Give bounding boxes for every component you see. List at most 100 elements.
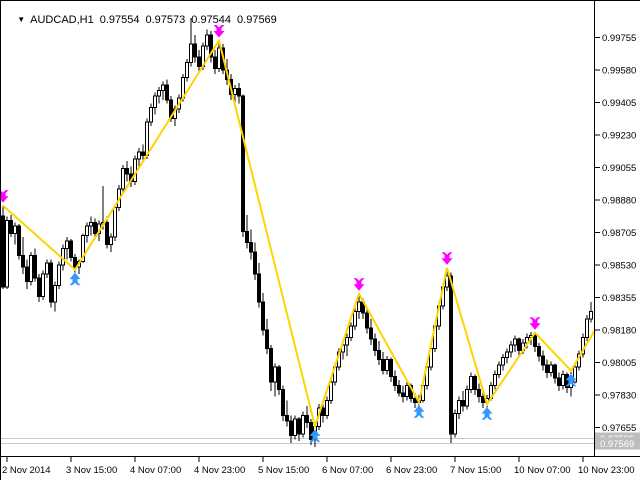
time-tick-label: 4 Nov 23:00 xyxy=(194,465,245,476)
bull-candle-body xyxy=(5,219,9,288)
bull-candle-body xyxy=(45,262,49,275)
bear-candle-body xyxy=(473,375,477,390)
price-tick-label: 0.99230 xyxy=(602,131,636,142)
bull-candle-body xyxy=(185,62,189,79)
bear-candle-body xyxy=(309,422,313,440)
bear-candle-body xyxy=(49,262,53,303)
bear-candle-body xyxy=(365,312,369,329)
bear-candle-body xyxy=(557,377,561,387)
bear-candle-body xyxy=(241,95,245,233)
buy-signal-arrow-icon xyxy=(309,429,321,442)
bull-candle-body xyxy=(189,43,193,64)
bull-candle-body xyxy=(581,336,585,355)
bear-candle-body xyxy=(533,334,537,348)
symbol-label: AUDCAD,H1 xyxy=(30,14,94,26)
bear-candle-body xyxy=(249,242,253,253)
bear-candle-body xyxy=(297,418,301,435)
bull-candle-body xyxy=(233,88,237,95)
bull-candle-body xyxy=(493,373,497,387)
price-tick-label: 0.97830 xyxy=(602,390,636,401)
time-tick-label: 5 Nov 15:00 xyxy=(258,465,309,476)
bull-candle-body xyxy=(385,359,389,372)
bear-candle-body xyxy=(265,329,269,349)
bear-candle-body xyxy=(281,388,285,416)
quote-high: 0.97573 xyxy=(145,14,186,26)
bull-candle-body xyxy=(161,84,165,92)
bear-candle-body xyxy=(545,364,549,374)
bull-candle-body xyxy=(53,284,57,303)
bull-candle-body xyxy=(153,95,157,108)
bear-candle-body xyxy=(413,398,417,403)
bull-candle-body xyxy=(113,206,117,238)
svg-text:0.97569: 0.97569 xyxy=(600,439,634,450)
bull-candle-body xyxy=(13,225,17,234)
bear-candle-body xyxy=(1,215,5,288)
price-tick-label: 0.99055 xyxy=(602,163,636,174)
bear-candle-body xyxy=(537,346,541,357)
bear-candle-body xyxy=(449,275,453,435)
bull-candle-body xyxy=(81,234,85,262)
bull-candle-body xyxy=(505,351,509,359)
bear-candle-body xyxy=(257,273,261,303)
bull-candle-body xyxy=(41,273,45,298)
bear-candle-body xyxy=(373,338,377,351)
bull-candle-body xyxy=(585,318,589,338)
bull-candle-body xyxy=(293,418,297,437)
bull-candle-body xyxy=(357,301,361,312)
price-tick-label: 0.98180 xyxy=(602,325,636,336)
price-tick-label: 0.97655 xyxy=(602,423,636,434)
bull-candle-body xyxy=(89,221,93,227)
time-tick-label: 10 Nov 23:00 xyxy=(578,465,635,476)
bear-candle-body xyxy=(245,231,249,244)
buy-signal-arrow-icon xyxy=(481,407,493,420)
bear-candle-body xyxy=(209,34,213,58)
bear-candle-body xyxy=(269,347,273,383)
bear-candle-body xyxy=(93,221,97,234)
price-tick-label: 0.98705 xyxy=(602,228,636,239)
bear-candle-body xyxy=(125,167,129,175)
bear-candle-body xyxy=(377,349,381,361)
buy-signal-arrow-icon xyxy=(565,373,577,387)
bull-candle-body xyxy=(217,47,221,69)
time-tick-label: 4 Nov 07:00 xyxy=(130,465,181,476)
bear-candle-body xyxy=(393,375,397,387)
bear-candle-body xyxy=(261,301,265,331)
bear-candle-body xyxy=(381,359,385,372)
zigzag-line xyxy=(2,37,596,430)
bull-candle-body xyxy=(465,388,469,407)
bull-candle-body xyxy=(549,364,553,374)
quote-close: 0.97569 xyxy=(237,14,277,26)
bull-candle-body xyxy=(85,225,89,236)
bear-candle-body xyxy=(25,266,29,283)
price-tick-label: 0.98880 xyxy=(602,196,636,207)
price-tick-label: 0.99405 xyxy=(602,98,636,109)
bear-candle-body xyxy=(141,151,145,157)
time-tick-label: 3 Nov 15:00 xyxy=(66,465,117,476)
buy-signal-arrow-icon xyxy=(413,405,425,418)
bear-candle-body xyxy=(165,84,169,101)
bull-candle-body xyxy=(345,336,349,346)
symbol-dropdown-icon[interactable]: ▼ xyxy=(17,15,26,24)
bear-candle-body xyxy=(321,407,325,416)
bear-candle-body xyxy=(69,240,73,259)
bear-candle-body xyxy=(481,396,485,403)
bull-candle-body xyxy=(133,158,137,182)
bear-candle-body xyxy=(33,255,37,279)
bear-candle-body xyxy=(253,251,257,275)
time-axis[interactable]: 2 Nov 2014 3 Nov 15:00 4 Nov 07:00 4 Nov 23… xyxy=(2,456,635,476)
bull-candle-body xyxy=(457,399,461,414)
bear-candle-body xyxy=(17,225,21,257)
bear-candle-body xyxy=(389,359,393,377)
bull-candle-body xyxy=(353,310,357,327)
bear-candle-body xyxy=(21,255,25,268)
time-tick-label: 6 Nov 23:00 xyxy=(386,465,437,476)
price-tick-label: 0.98530 xyxy=(602,260,636,271)
time-tick-label: 7 Nov 15:00 xyxy=(450,465,501,476)
bear-candle-body xyxy=(477,388,481,398)
bull-candle-body xyxy=(325,399,329,416)
bear-candle-body xyxy=(517,338,521,351)
bull-candle-body xyxy=(137,151,141,160)
price-axis[interactable]: 0.99755 0.99580 0.99405 0.99230 0.99055 0.988… xyxy=(594,33,636,434)
sell-signal-arrow-icon xyxy=(213,24,225,38)
